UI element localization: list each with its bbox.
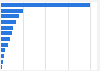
Bar bbox=[1, 48, 5, 52]
Bar bbox=[1, 37, 10, 41]
Bar bbox=[1, 9, 23, 13]
Bar bbox=[1, 43, 8, 47]
Bar bbox=[1, 65, 2, 69]
Bar bbox=[1, 26, 13, 30]
Bar bbox=[1, 3, 90, 7]
Bar bbox=[1, 14, 19, 18]
Bar bbox=[1, 20, 16, 24]
Bar bbox=[1, 54, 4, 58]
Bar bbox=[1, 60, 3, 64]
Bar bbox=[1, 31, 12, 35]
